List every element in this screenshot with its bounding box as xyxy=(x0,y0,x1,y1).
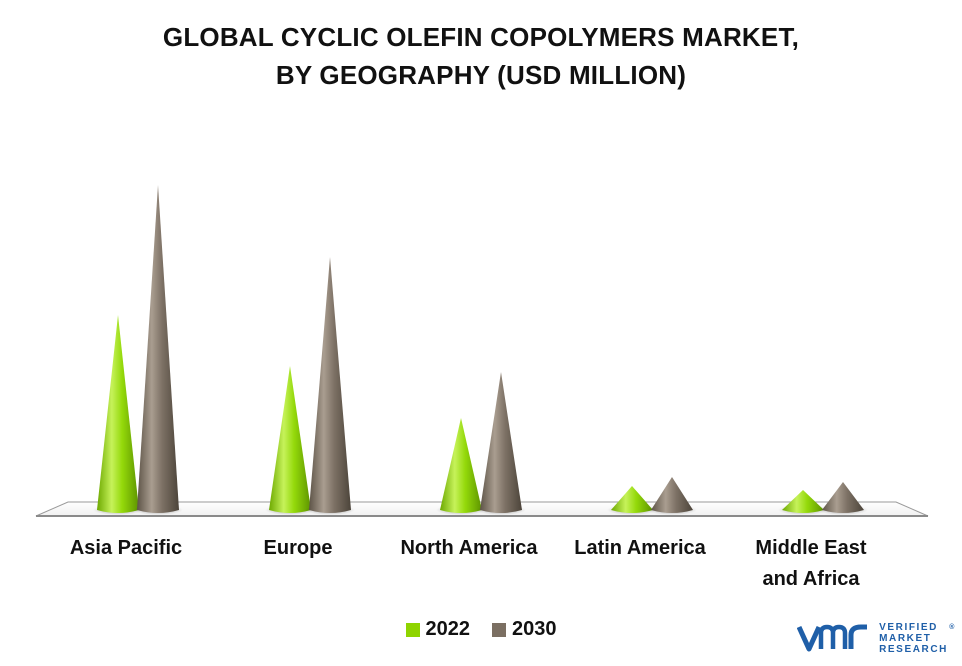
cone-2030-asia-pacific xyxy=(137,185,179,513)
cone-2030-latin-america xyxy=(651,477,693,513)
legend-item-2030: 2030 xyxy=(492,618,557,641)
cones-group xyxy=(93,185,868,515)
chart-title: GLOBAL CYCLIC OLEFIN COPOLYMERS MARKET, … xyxy=(0,18,962,94)
logo-line-1: VERIFIED xyxy=(879,621,938,633)
title-line-1: GLOBAL CYCLIC OLEFIN COPOLYMERS MARKET, xyxy=(162,22,800,52)
legend-swatch-2022 xyxy=(405,622,420,637)
cone-2030-middle-east-and-africa xyxy=(822,482,864,513)
logo-registered: ® xyxy=(949,623,956,631)
x-tick-label-0: Asia Pacific xyxy=(70,537,182,559)
legend-label-2030: 2030 xyxy=(512,618,557,640)
x-tick-label-3: Latin America xyxy=(574,537,706,559)
legend-item-2022: 2022 xyxy=(405,618,471,641)
logo-line-2: MARKET xyxy=(879,632,932,644)
x-tick-label-2: North America xyxy=(400,537,538,559)
x-tick-label-4: Middle East and Africa xyxy=(755,537,866,590)
cone-2030-europe xyxy=(309,257,351,513)
cone-2022-middle-east-and-africa xyxy=(782,490,824,513)
cone-2022-latin-america xyxy=(611,486,653,513)
vmr-logo-mark xyxy=(797,624,868,652)
x-axis-labels: Asia Pacific Europe North America Latin Ame… xyxy=(70,537,867,590)
legend-label-2022: 2022 xyxy=(425,618,471,640)
title-line-2: BY GEOGRAPHY (USD MILLION) xyxy=(275,60,687,90)
logo-line-3: RESEARCH xyxy=(879,643,948,655)
vmr-logo-text: VERIFIED MARKET RESEARCH ® xyxy=(879,621,954,655)
cone-2022-north-america xyxy=(440,418,482,513)
cone-2022-asia-pacific xyxy=(97,315,139,513)
vmr-logo: VERIFIED MARKET RESEARCH ® xyxy=(797,620,954,656)
legend: 2022 2030 xyxy=(0,618,962,641)
x-tick-label-1: Europe xyxy=(264,537,333,559)
legend-swatch-2030 xyxy=(492,622,506,637)
cone-2022-europe xyxy=(269,366,311,513)
cone-2030-north-america xyxy=(480,372,522,513)
